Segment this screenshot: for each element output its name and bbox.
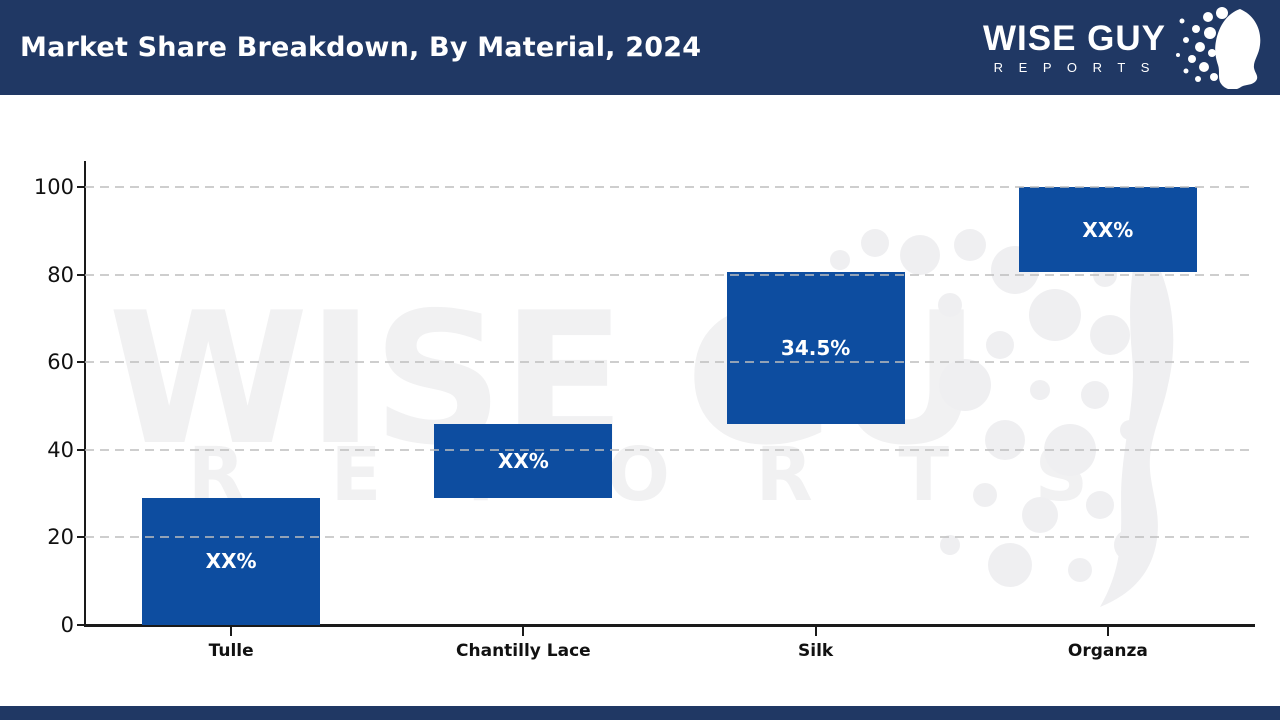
bar-organza: XX% [1018, 187, 1197, 273]
x-axis-line [84, 624, 1255, 627]
gridline-y-60 [85, 361, 1254, 364]
y-tick-label-20: 20 [47, 525, 74, 550]
brand-logo-name: WISE GUY [982, 19, 1166, 59]
gridline-y-20 [85, 536, 1254, 539]
y-tick-mark [77, 624, 85, 626]
footer-bar [0, 706, 1280, 720]
bar-tulle: XX% [142, 497, 321, 625]
x-category-label-silk: Silk [798, 641, 834, 661]
brand-logo: WISE GUY R E P O R T S [982, 7, 1262, 89]
header-bar: Market Share Breakdown, By Material, 202… [0, 0, 1280, 95]
y-tick-mark [77, 361, 85, 364]
y-tick-label-60: 60 [47, 350, 74, 375]
bar-chantilly-lace: XX% [434, 423, 613, 498]
x-category-label-tulle: Tulle [208, 641, 254, 661]
page-title: Market Share Breakdown, By Material, 202… [20, 32, 702, 63]
bar-value-label: 34.5% [780, 335, 851, 360]
y-tick-label-100: 100 [33, 175, 74, 199]
x-tick-mark [814, 627, 817, 636]
x-tick-mark [522, 627, 525, 636]
x-category-label-chantilly-lace: Chantilly Lace [456, 641, 591, 661]
x-category-label-organza: Organza [1067, 641, 1148, 661]
y-tick-mark [77, 186, 85, 188]
bar-value-label: XX% [205, 549, 257, 574]
bar-value-label: XX% [1082, 217, 1134, 242]
x-tick-mark [230, 627, 233, 636]
x-tick-mark [1106, 627, 1109, 636]
y-tick-mark [77, 536, 85, 539]
y-tick-label-80: 80 [47, 262, 74, 287]
y-tick-mark [77, 273, 85, 276]
gridline-y-80 [85, 273, 1254, 276]
brand-logo-head-icon [1176, 7, 1261, 89]
y-tick-mark [77, 448, 85, 451]
y-tick-label-40: 40 [47, 437, 74, 462]
brand-logo-sub: R E P O R T S [993, 59, 1156, 75]
y-tick-label-0: 0 [60, 613, 74, 637]
bar-value-label: XX% [497, 448, 549, 473]
gridline-y-100 [85, 186, 1254, 188]
bar-silk: 34.5% [726, 272, 905, 424]
gridline-y-40 [85, 448, 1254, 451]
y-axis-line [84, 161, 86, 627]
